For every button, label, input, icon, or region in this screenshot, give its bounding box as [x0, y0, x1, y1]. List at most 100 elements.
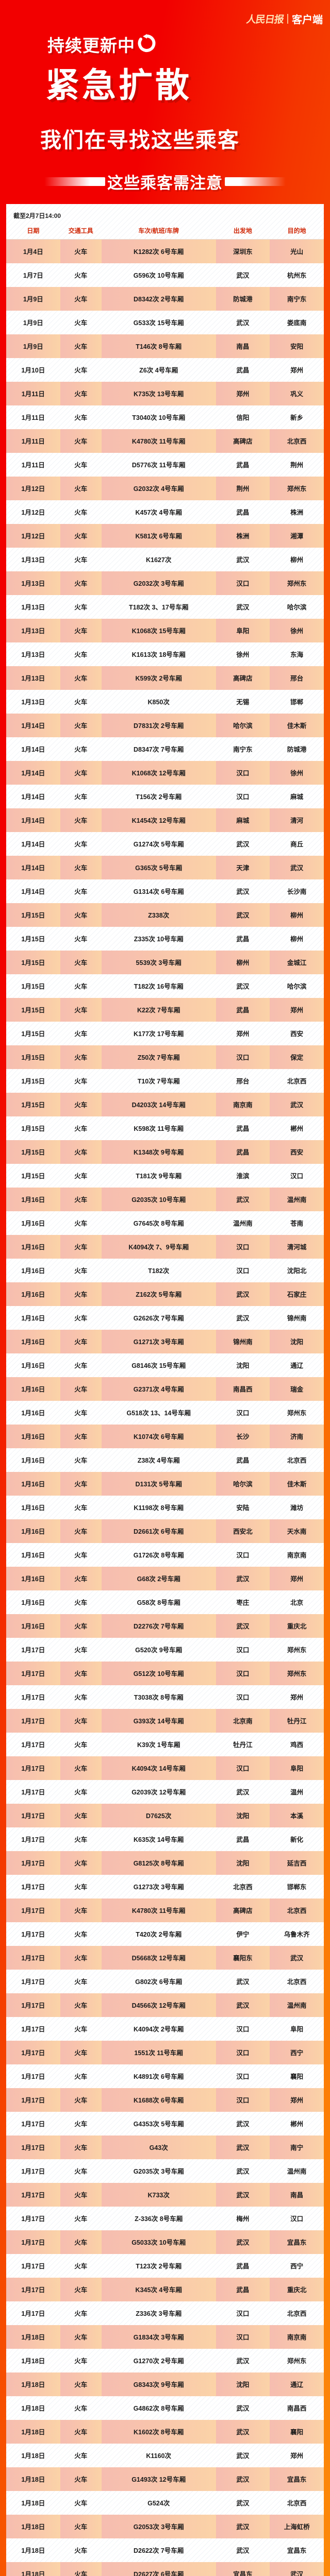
table-row: 1月16日 火车 G1271次 3号车厢 锦州南 沈阳: [6, 1329, 324, 1353]
table-row: 1月16日 火车 K4094次 7、9号车厢 汉口 清河城: [6, 1234, 324, 1259]
cell-origin: 沈阳: [216, 2372, 270, 2396]
cell-train-number: D2627次 6号车厢: [101, 2562, 216, 2576]
cell-destination: 武汉: [270, 2562, 324, 2576]
cell-trip-date: 1月18日: [6, 2467, 60, 2491]
cell-origin: 武汉: [216, 1566, 270, 1590]
cell-origin: 武汉: [236, 604, 250, 611]
table-row: 1月16日 火车 K1198次 8号车厢 安陆 潍坊: [6, 1496, 324, 1519]
cell-origin: 武汉: [236, 1978, 250, 1986]
cell-trip-date: 1月18日: [6, 2514, 60, 2538]
cell-trip-date: 1月15日: [21, 1030, 45, 1038]
cell-transport-mode: 火车: [60, 429, 102, 453]
cell-destination: 防城港: [287, 746, 307, 753]
cell-transport-mode: 火车: [60, 2562, 102, 2576]
cell-destination: 北京西: [287, 2310, 307, 2317]
cell-destination: 郑州东: [270, 1661, 324, 1685]
column-header-destination: 目的地: [270, 223, 324, 240]
cell-transport-mode: 火车: [60, 808, 102, 832]
cell-destination: 柳州: [290, 556, 304, 564]
table-row: 1月17日 火车 G512次 10号车厢 汉口 郑州东: [6, 1661, 324, 1685]
table-row: 1月16日 火车 Z38次 4号车厢 武昌 北京西: [6, 1448, 324, 1472]
cell-origin: 牡丹江: [233, 1741, 253, 1749]
cell-transport-mode: 火车: [74, 1931, 88, 1938]
cell-origin: 武汉: [236, 556, 250, 564]
cell-train-number: T156次 2号车厢: [136, 793, 182, 801]
cell-transport-mode: 火车: [74, 2026, 88, 2033]
cell-trip-date: 1月18日: [21, 2547, 45, 2554]
cell-destination: 阜阳: [270, 1756, 324, 1780]
cell-transport-mode: 火车: [60, 618, 102, 642]
cell-destination: 鸡西: [290, 1741, 304, 1749]
cell-train-number: K1068次 12号车厢: [101, 760, 216, 785]
cell-transport-mode: 火车: [60, 713, 102, 737]
cell-train-number: K4094次 2号车厢: [134, 2026, 184, 2033]
cell-destination: 宜昌东: [287, 2547, 307, 2554]
cell-train-number: T146次 8号车厢: [101, 334, 216, 358]
cell-origin: 武昌: [216, 2277, 270, 2301]
cell-train-number: G58次 8号车厢: [137, 1599, 180, 1606]
cell-train-number: T123次 2号车厢: [136, 2263, 182, 2270]
peoples-daily-logo: 人民日报: [245, 14, 285, 25]
cell-train-number: K4094次 7、9号车厢: [101, 1234, 216, 1259]
cell-train-number: G1726次 8号车厢: [133, 1552, 184, 1559]
cell-destination: 新化: [290, 1836, 304, 1843]
cell-train-number: K581次 6号车厢: [101, 523, 216, 548]
cell-origin: 武汉: [216, 2230, 270, 2254]
cell-destination: 佳木斯: [270, 713, 324, 737]
cell-destination: 巩义: [270, 381, 324, 405]
table-row: 1月18日 火车 G1493次 12号车厢 武汉 宜昌东: [6, 2467, 324, 2491]
cell-trip-date: 1月17日: [6, 1993, 60, 2017]
cell-origin: 深圳东: [216, 239, 270, 263]
cell-origin: 武汉: [236, 319, 250, 327]
cell-trip-date: 1月12日: [21, 509, 45, 516]
cell-train-number: Z-336次 8号车厢: [135, 2215, 183, 2223]
cell-origin: 武汉: [236, 1789, 250, 1796]
cell-origin: 阜阳: [216, 618, 270, 642]
cell-origin: 武汉: [236, 2547, 250, 2554]
table-row: 1月17日 火车 G8125次 8号车厢 沈阳 延吉西: [6, 1851, 324, 1875]
cell-transport-mode: 火车: [60, 903, 102, 927]
cell-transport-mode: 火车: [74, 2073, 88, 2080]
cell-transport-mode: 火车: [60, 1756, 102, 1780]
cell-trip-date: 1月17日: [6, 1945, 60, 1970]
cell-transport-mode: 火车: [74, 1884, 88, 1891]
cell-train-number: G68次 2号车厢: [101, 1566, 216, 1590]
cell-destination: 温州: [290, 1789, 304, 1796]
cell-origin: 汉口: [236, 1267, 250, 1275]
cell-train-number: K1688次 6号车厢: [101, 2088, 216, 2112]
cell-destination: 北京西: [287, 1978, 307, 1986]
cell-origin: 安陆: [236, 1504, 250, 1512]
table-row: 1月17日 火车 G393次 14号车厢 北京南 牡丹江: [6, 1708, 324, 1733]
cell-trip-date: 1月16日: [21, 1599, 45, 1606]
table-row: 1月17日 火车 K1688次 6号车厢 汉口 郑州: [6, 2088, 324, 2112]
cell-destination: 柳州: [290, 936, 304, 943]
cell-train-number: K4891次 6号车厢: [134, 2073, 184, 2080]
cell-origin: 汉口: [216, 2040, 270, 2064]
cell-trip-date: 1月11日: [6, 381, 60, 405]
cell-train-number: D4203次 14号车厢: [101, 1092, 216, 1116]
cell-destination: 延吉西: [270, 1851, 324, 1875]
cell-train-number: T3038次 8号车厢: [134, 1694, 184, 1701]
cell-trip-date: 1月17日: [21, 2026, 45, 2033]
cell-transport-mode: 火车: [74, 983, 88, 990]
cell-transport-mode: 火车: [74, 319, 88, 327]
table-row: 1月16日 火车 G2371次 4号车厢 南昌西 瑞金: [6, 1377, 324, 1401]
cell-train-number: K4780次 11号车厢: [101, 1898, 216, 1922]
cell-origin: 宜昌东: [216, 2562, 270, 2576]
table-row: 1月12日 火车 K457次 4号车厢 武昌 株洲: [6, 500, 324, 524]
cell-transport-mode: 火车: [60, 1282, 102, 1306]
cell-origin: 武汉: [236, 888, 250, 895]
cell-origin: 防城港: [216, 286, 270, 311]
cell-origin: 汉口: [216, 2088, 270, 2112]
cell-train-number: Z335次 10号车厢: [134, 936, 184, 943]
cell-train-number: K1282次 6号车厢: [101, 239, 216, 263]
cell-train-number: G2032次 3号车厢: [101, 571, 216, 595]
cell-train-number: G596次 10号车厢: [133, 272, 184, 279]
table-row: 1月17日 火车 G2039次 12号车厢 武汉 温州: [6, 1780, 324, 1804]
cell-trip-date: 1月17日: [21, 1884, 45, 1891]
cell-transport-mode: 火车: [60, 571, 102, 595]
cell-train-number: K599次 2号车厢: [101, 666, 216, 690]
cell-destination: 郑州: [290, 1694, 304, 1701]
cell-destination: 郑州: [290, 2452, 304, 2460]
cell-destination: 荆州: [290, 462, 304, 469]
